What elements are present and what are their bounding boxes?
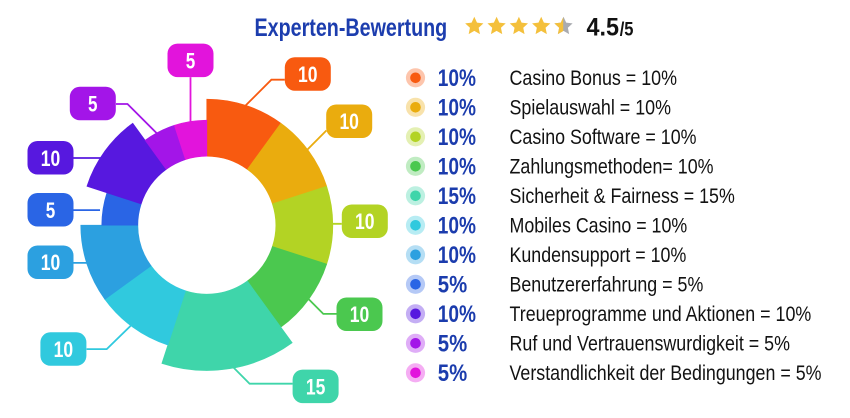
svg-text:10: 10 [355,209,375,234]
svg-text:10%: 10% [438,213,476,240]
svg-text:Casino Bonus = 10%: Casino Bonus = 10% [510,67,678,90]
svg-text:4.5: 4.5 [587,14,620,42]
svg-text:10: 10 [298,62,318,87]
svg-text:10: 10 [339,109,359,134]
svg-text:5%: 5% [438,360,467,387]
svg-text:Mobiles Casino = 10%: Mobiles Casino = 10% [510,215,688,238]
svg-text:10: 10 [41,146,61,171]
svg-text:Zahlungsmethoden= 10%: Zahlungsmethoden= 10% [510,156,714,179]
svg-text:Benutzererfahrung = 5%: Benutzererfahrung = 5% [510,274,704,297]
svg-text:10%: 10% [438,301,476,328]
svg-text:10%: 10% [438,95,476,122]
svg-text:5%: 5% [438,272,467,299]
svg-text:/5: /5 [620,20,634,41]
svg-text:10%: 10% [438,65,476,92]
svg-text:10: 10 [41,250,61,275]
svg-text:Kundensupport = 10%: Kundensupport = 10% [510,244,687,267]
svg-text:Ruf und Vertrauenswurdigkeit =: Ruf und Vertrauenswurdigkeit = 5% [510,333,791,356]
svg-text:5%: 5% [438,331,467,358]
svg-text:10: 10 [350,302,370,327]
svg-text:5: 5 [186,48,196,73]
svg-text:15: 15 [306,374,326,399]
svg-text:Verstandlichkeit der Bedingung: Verstandlichkeit der Bedingungen = 5% [510,362,822,385]
svg-text:5: 5 [88,92,98,117]
svg-text:10%: 10% [438,124,476,151]
svg-text:10: 10 [54,337,74,362]
svg-text:5: 5 [46,198,56,223]
svg-text:Spielauswahl = 10%: Spielauswahl = 10% [510,97,672,120]
svg-text:15%: 15% [438,183,476,210]
svg-text:10%: 10% [438,154,476,181]
svg-text:Treueprogramme und Aktionen =: Treueprogramme und Aktionen = 10% [510,303,812,326]
svg-text:Casino Software = 10%: Casino Software = 10% [510,126,697,149]
svg-text:Sicherheit & Fairness = 15%: Sicherheit & Fairness = 15% [510,185,735,208]
svg-text:Experten-Bewertung: Experten-Bewertung [255,14,448,42]
svg-text:10%: 10% [438,242,476,269]
